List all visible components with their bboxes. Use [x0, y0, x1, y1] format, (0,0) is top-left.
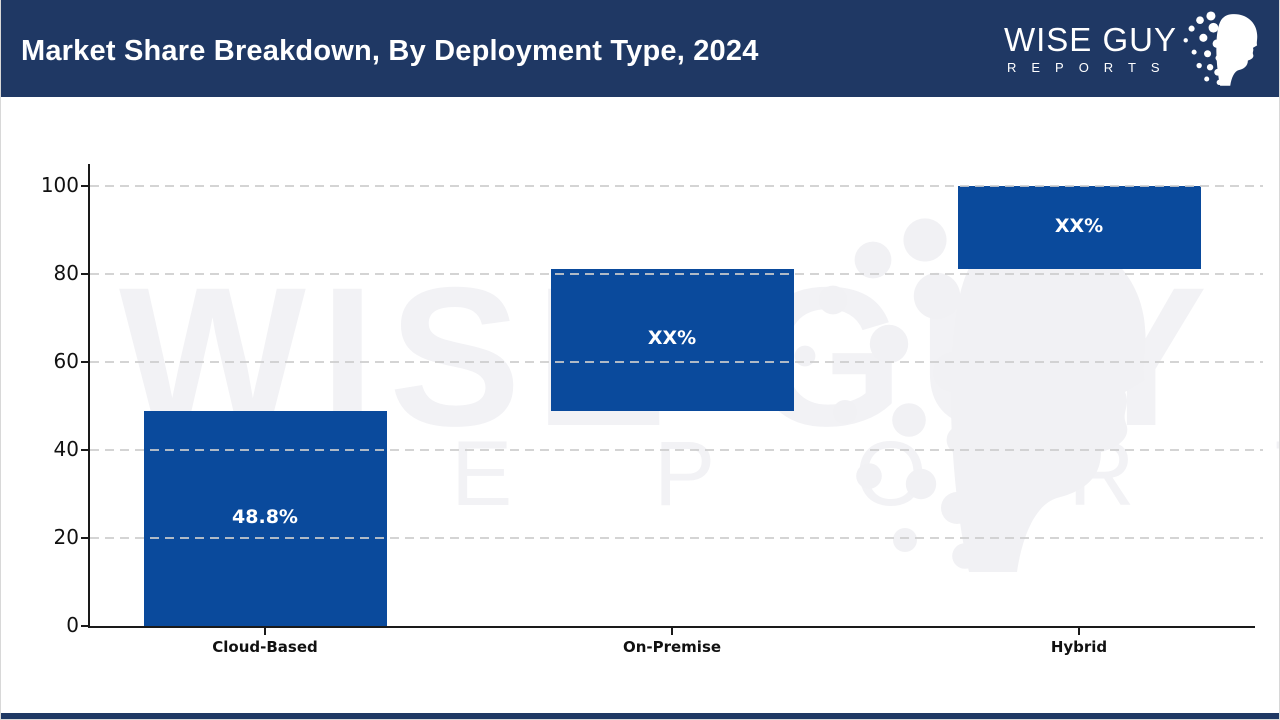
header-bar: Market Share Breakdown, By Deployment Ty… [1, 0, 1279, 97]
logo-subtitle: REPORTS [1006, 60, 1175, 75]
wiseguy-face-icon [1183, 10, 1258, 86]
x-tick-mark [264, 628, 266, 635]
bar-value-label: 48.8% [232, 505, 298, 528]
x-tick-mark [671, 628, 673, 635]
logo-wordmark: WISE GUY [1003, 21, 1177, 58]
bar-value-label: XX% [647, 327, 697, 350]
bar-segment [550, 269, 794, 412]
gridline [90, 449, 1263, 451]
y-tick-label: 20 [53, 525, 79, 549]
y-tick-label: 100 [40, 173, 79, 197]
y-tick-label: 0 [66, 613, 79, 637]
gridline [90, 273, 1263, 275]
x-category-label: Cloud-Based [212, 638, 318, 656]
gridline [90, 537, 1263, 539]
chart-title: Market Share Breakdown, By Deployment Ty… [21, 35, 759, 67]
y-tick-mark [81, 273, 89, 275]
y-tick-mark [81, 361, 89, 363]
wiseguy-face-watermark-icon [794, 218, 1146, 572]
x-tick-mark [1078, 628, 1080, 635]
x-category-label: Hybrid [1050, 638, 1108, 656]
x-category-label: On-Premise [622, 638, 722, 656]
y-axis-line [88, 164, 90, 628]
bar-segment [957, 186, 1201, 270]
y-tick-label: 60 [53, 349, 79, 373]
wiseguy-logo-text: WISE GUY REPORTS [1004, 23, 1177, 74]
y-tick-mark [81, 185, 89, 187]
y-tick-label: 80 [53, 261, 79, 285]
x-axis-line [88, 626, 1255, 628]
y-tick-mark [81, 449, 89, 451]
y-tick-label: 40 [53, 437, 79, 461]
y-tick-mark [81, 537, 89, 539]
footer-bar [1, 713, 1279, 719]
wiseguy-logo: WISE GUY REPORTS [1004, 8, 1263, 90]
gridline [90, 361, 1263, 363]
y-tick-mark [81, 625, 89, 627]
gridline [90, 185, 1263, 187]
bar-value-label: XX% [1054, 214, 1104, 237]
bar-segment [143, 411, 387, 626]
